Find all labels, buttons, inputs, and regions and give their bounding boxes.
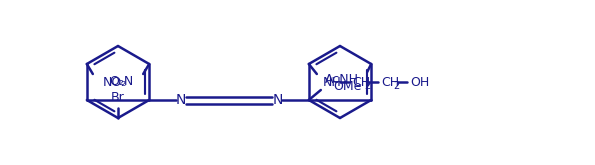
Text: N: N [272,93,283,107]
Text: AcNH: AcNH [325,73,359,86]
Text: NO₂: NO₂ [103,76,127,88]
Text: N: N [176,93,186,107]
Text: CH: CH [352,76,370,88]
Text: OH: OH [410,76,429,88]
Text: 2: 2 [364,81,370,91]
Text: 2: 2 [393,81,399,91]
Text: NH: NH [323,76,342,88]
Text: CH: CH [381,76,399,88]
Text: O₂N: O₂N [109,76,133,88]
Text: OMe: OMe [333,80,361,93]
Text: Br: Br [111,91,125,104]
